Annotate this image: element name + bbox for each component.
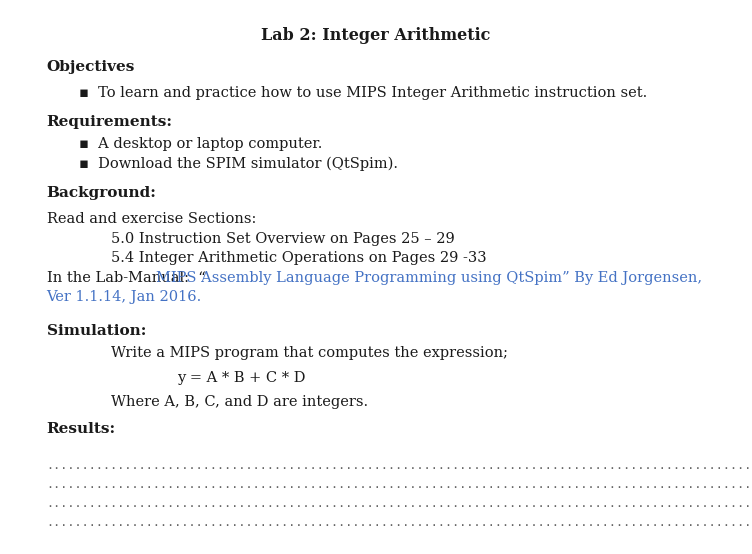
Text: ................................................................................: ........................................…: [47, 516, 752, 529]
Text: 5.4 Integer Arithmetic Operations on Pages 29 -33: 5.4 Integer Arithmetic Operations on Pag…: [111, 251, 487, 265]
Text: Read and exercise Sections:: Read and exercise Sections:: [47, 212, 256, 226]
Text: In the Lab-Manual:  “: In the Lab-Manual: “: [47, 271, 205, 285]
Text: Background:: Background:: [47, 186, 156, 199]
Text: y = A * B + C * D: y = A * B + C * D: [177, 371, 305, 385]
Text: Lab 2: Integer Arithmetic: Lab 2: Integer Arithmetic: [261, 27, 491, 44]
Text: MIPS Assembly Language Programming using QtSpim” By Ed Jorgensen,: MIPS Assembly Language Programming using…: [156, 271, 702, 285]
Text: Ver 1.1.14, Jan 2016.: Ver 1.1.14, Jan 2016.: [47, 290, 202, 304]
Text: Requirements:: Requirements:: [47, 115, 173, 129]
Text: Simulation:: Simulation:: [47, 324, 146, 338]
Text: ................................................................................: ........................................…: [47, 478, 752, 490]
Text: Where A, B, C, and D are integers.: Where A, B, C, and D are integers.: [111, 395, 368, 409]
Text: Objectives: Objectives: [47, 60, 135, 74]
Text: ▪  To learn and practice how to use MIPS Integer Arithmetic instruction set.: ▪ To learn and practice how to use MIPS …: [79, 86, 647, 100]
Text: ▪  A desktop or laptop computer.: ▪ A desktop or laptop computer.: [79, 137, 323, 151]
Text: Write a MIPS program that computes the expression;: Write a MIPS program that computes the e…: [111, 346, 508, 360]
Text: 5.0 Instruction Set Overview on Pages 25 – 29: 5.0 Instruction Set Overview on Pages 25…: [111, 232, 455, 245]
Text: ▪  Download the SPIM simulator (QtSpim).: ▪ Download the SPIM simulator (QtSpim).: [79, 156, 398, 171]
Text: ................................................................................: ........................................…: [47, 459, 752, 471]
Text: ................................................................................: ........................................…: [47, 497, 752, 510]
Text: Results:: Results:: [47, 422, 116, 436]
